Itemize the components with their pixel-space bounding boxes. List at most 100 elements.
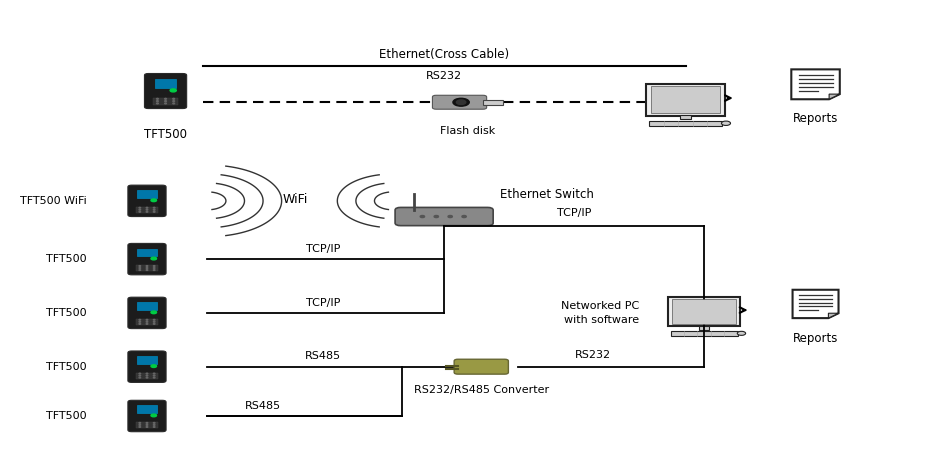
Circle shape [153, 375, 155, 376]
Text: Reports: Reports [793, 332, 838, 345]
Polygon shape [791, 69, 840, 99]
FancyBboxPatch shape [137, 302, 157, 310]
Circle shape [146, 267, 147, 268]
Text: Ethernet(Cross Cable): Ethernet(Cross Cable) [379, 48, 509, 61]
Circle shape [456, 100, 466, 105]
Circle shape [151, 365, 157, 368]
Circle shape [139, 373, 141, 374]
Polygon shape [792, 290, 839, 318]
Text: TFT500: TFT500 [144, 128, 187, 141]
Circle shape [151, 257, 157, 260]
Circle shape [146, 319, 147, 320]
Circle shape [153, 424, 155, 425]
Circle shape [146, 424, 147, 425]
Circle shape [170, 89, 176, 92]
Text: Flash disk: Flash disk [439, 125, 495, 136]
Circle shape [153, 207, 155, 208]
FancyBboxPatch shape [145, 74, 187, 109]
Text: TCP/IP: TCP/IP [306, 244, 341, 254]
Circle shape [139, 266, 141, 267]
FancyBboxPatch shape [647, 83, 725, 116]
Text: Ethernet Switch: Ethernet Switch [500, 188, 593, 201]
Circle shape [146, 270, 147, 271]
Circle shape [139, 207, 141, 208]
Text: TFT500: TFT500 [46, 254, 87, 264]
Circle shape [165, 103, 166, 104]
Circle shape [153, 209, 155, 210]
FancyBboxPatch shape [454, 359, 508, 374]
Text: Networked PC: Networked PC [561, 301, 639, 311]
FancyBboxPatch shape [128, 185, 166, 216]
FancyBboxPatch shape [136, 422, 158, 428]
Circle shape [146, 266, 147, 267]
Circle shape [173, 98, 174, 99]
Circle shape [173, 103, 174, 104]
FancyBboxPatch shape [153, 97, 177, 105]
Text: TFT500 WiFi: TFT500 WiFi [20, 196, 87, 206]
Circle shape [153, 319, 155, 320]
FancyBboxPatch shape [136, 319, 158, 325]
Circle shape [146, 373, 147, 374]
FancyBboxPatch shape [128, 244, 166, 275]
Circle shape [139, 267, 141, 268]
Text: TFT500: TFT500 [46, 362, 87, 372]
Text: RS485: RS485 [245, 400, 281, 410]
Polygon shape [829, 313, 839, 318]
Text: TFT500: TFT500 [46, 308, 87, 318]
FancyBboxPatch shape [137, 405, 157, 413]
Circle shape [737, 331, 745, 336]
Circle shape [462, 216, 466, 217]
FancyBboxPatch shape [395, 207, 494, 226]
Circle shape [151, 199, 157, 202]
Circle shape [153, 373, 155, 374]
FancyBboxPatch shape [137, 190, 157, 198]
Polygon shape [829, 94, 840, 99]
FancyBboxPatch shape [128, 351, 166, 382]
Text: TCP/IP: TCP/IP [306, 298, 341, 308]
Circle shape [420, 216, 425, 217]
FancyBboxPatch shape [136, 373, 158, 379]
FancyBboxPatch shape [671, 331, 738, 336]
Circle shape [139, 209, 141, 210]
Text: RS485: RS485 [305, 351, 341, 361]
Circle shape [139, 375, 141, 376]
FancyBboxPatch shape [673, 299, 736, 324]
Circle shape [151, 414, 157, 417]
Circle shape [146, 377, 147, 378]
Text: RS232/RS485 Converter: RS232/RS485 Converter [413, 385, 549, 395]
Circle shape [146, 375, 147, 376]
FancyBboxPatch shape [483, 100, 503, 105]
Text: RS232: RS232 [426, 71, 462, 81]
FancyBboxPatch shape [137, 356, 157, 364]
Circle shape [151, 311, 157, 314]
Circle shape [721, 121, 731, 125]
FancyBboxPatch shape [136, 265, 158, 271]
Text: with software: with software [564, 315, 639, 325]
Circle shape [448, 216, 453, 217]
Circle shape [165, 98, 166, 99]
Circle shape [139, 424, 141, 425]
FancyBboxPatch shape [651, 86, 720, 113]
Circle shape [139, 270, 141, 271]
FancyBboxPatch shape [432, 95, 487, 109]
FancyBboxPatch shape [699, 326, 709, 330]
FancyBboxPatch shape [668, 297, 740, 327]
Text: RS232: RS232 [575, 350, 611, 360]
FancyBboxPatch shape [128, 297, 166, 329]
FancyBboxPatch shape [680, 115, 691, 119]
FancyBboxPatch shape [155, 79, 176, 88]
Circle shape [139, 377, 141, 378]
Circle shape [153, 323, 155, 324]
Text: WiFi: WiFi [283, 193, 308, 206]
Circle shape [146, 207, 147, 208]
Circle shape [139, 323, 141, 324]
FancyBboxPatch shape [136, 207, 158, 213]
FancyBboxPatch shape [649, 121, 722, 126]
Text: Reports: Reports [793, 112, 838, 125]
Circle shape [139, 319, 141, 320]
Circle shape [157, 103, 159, 104]
FancyBboxPatch shape [128, 400, 166, 432]
Text: TCP/IP: TCP/IP [557, 208, 592, 218]
Circle shape [453, 98, 469, 106]
Circle shape [153, 377, 155, 378]
